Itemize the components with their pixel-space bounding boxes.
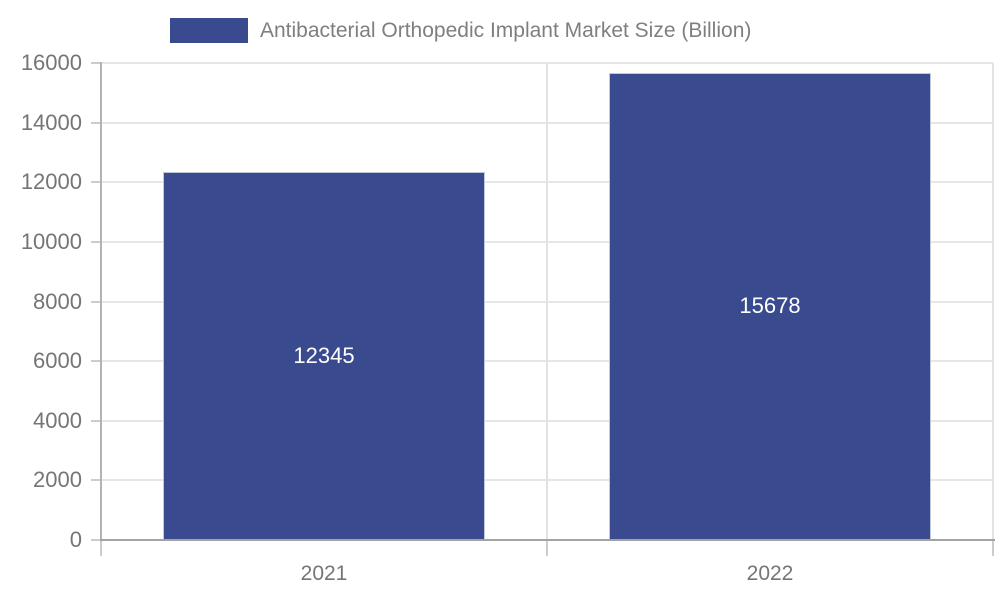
y-axis-tick: [91, 62, 101, 64]
y-axis-tick: [91, 121, 101, 124]
x-axis-line: [100, 539, 995, 541]
y-axis-tick: [91, 539, 101, 541]
x-axis-label: 2022: [746, 562, 794, 585]
bar-value-label: 12345: [293, 342, 355, 368]
y-axis-label: 14000: [20, 109, 82, 135]
y-axis-line: [100, 62, 102, 540]
y-axis-label: 2000: [33, 467, 82, 493]
bar-value-label: 15678: [739, 293, 801, 319]
gridline-vertical: [546, 63, 548, 540]
y-axis-tick: [91, 360, 101, 363]
x-axis-tick: [992, 540, 994, 556]
legend-swatch: [170, 18, 248, 43]
legend: Antibacterial Orthopedic Implant Market …: [170, 17, 751, 44]
y-axis-tick: [91, 181, 101, 184]
y-axis-tick: [91, 240, 101, 243]
bar-2021: [163, 171, 485, 540]
y-axis-tick: [91, 479, 101, 482]
y-axis-label: 4000: [33, 407, 82, 433]
x-axis-tick: [100, 540, 102, 556]
x-axis-tick: [546, 540, 548, 556]
legend-label: Antibacterial Orthopedic Implant Market …: [260, 19, 752, 42]
y-axis-tick: [91, 300, 101, 303]
y-axis-tick: [91, 419, 101, 422]
y-axis-label: 12000: [20, 169, 82, 195]
y-axis-label: 10000: [20, 228, 82, 254]
y-axis-label: 0: [69, 527, 82, 552]
y-axis-label: 6000: [33, 348, 82, 374]
gridline-vertical: [992, 63, 994, 540]
bar-2022: [609, 72, 931, 540]
x-axis-label: 2021: [300, 562, 348, 585]
y-axis-label: 16000: [20, 50, 82, 75]
y-axis-label: 8000: [33, 288, 82, 314]
